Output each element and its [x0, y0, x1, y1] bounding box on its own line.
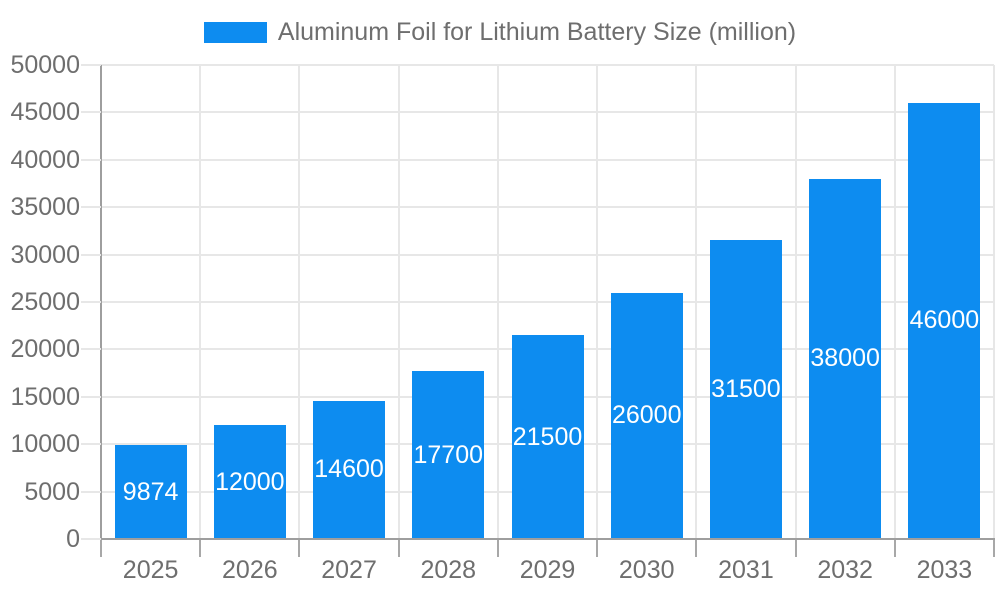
gridline-vertical: [397, 65, 400, 539]
gridline-vertical: [496, 65, 499, 539]
x-axis-tick: [199, 540, 202, 557]
bar-value-label: 21500: [512, 422, 583, 451]
bar-value-label: 12000: [215, 467, 285, 496]
gridline-horizontal: [101, 158, 994, 161]
x-axis-label-2029: 2029: [519, 556, 576, 584]
y-axis-tick: [81, 111, 101, 114]
gridline-vertical: [893, 65, 896, 539]
bar-2030[interactable]: 26000: [610, 292, 683, 539]
x-axis-line: [100, 538, 995, 540]
gridline-vertical: [199, 65, 202, 539]
bar-2031[interactable]: 31500: [709, 240, 782, 539]
x-axis-tick: [100, 540, 102, 557]
bar-value-label: 26000: [611, 401, 682, 430]
x-axis-tick: [596, 540, 599, 557]
x-axis-tick: [893, 540, 896, 557]
bar-2029[interactable]: 21500: [511, 335, 584, 539]
gridline-horizontal: [101, 206, 994, 209]
bar-value-label: 17700: [413, 440, 484, 469]
y-axis-label: 35000: [10, 193, 80, 222]
y-axis-label: 0: [66, 525, 80, 553]
bar-value-label: 46000: [909, 306, 980, 335]
x-axis-label-2030: 2030: [618, 556, 675, 584]
y-axis-tick: [81, 395, 101, 398]
y-axis-tick: [81, 301, 101, 303]
y-axis-label: 20000: [10, 335, 80, 364]
bar-value-label: 31500: [711, 375, 781, 404]
bar-value-label: 9874: [122, 477, 179, 506]
y-axis-label: 50000: [10, 51, 80, 79]
gridline-horizontal: [101, 301, 994, 303]
bar-2026[interactable]: 12000: [213, 425, 286, 539]
x-axis-label-2032: 2032: [817, 556, 873, 584]
gridline-vertical: [298, 65, 301, 539]
legend-swatch-icon: [203, 21, 267, 43]
y-axis-line: [100, 65, 102, 541]
x-axis-label-2027: 2027: [321, 556, 377, 584]
y-axis-label: 5000: [24, 477, 80, 506]
plot-area: 9874 12000 14600 17700 21500 26000 31500 38000 4…: [101, 64, 995, 539]
x-axis-label-2031: 2031: [718, 556, 774, 584]
legend: Aluminum Foil for Lithium Battery Size (…: [0, 17, 1000, 47]
y-axis-tick: [81, 490, 101, 493]
gridline-horizontal: [101, 111, 994, 114]
bar-2032[interactable]: 38000: [809, 178, 882, 539]
y-axis-tick: [81, 443, 101, 446]
gridline-vertical: [695, 65, 698, 539]
bar-value-label: 38000: [810, 344, 880, 373]
bar-2033[interactable]: 46000: [908, 102, 981, 539]
gridline-vertical: [794, 65, 797, 539]
x-axis-label-2026: 2026: [222, 556, 278, 584]
y-axis-label: 40000: [10, 145, 80, 174]
y-axis-label: 45000: [10, 98, 80, 127]
gridline-vertical: [596, 65, 599, 539]
bar-2025[interactable]: 9874: [114, 445, 187, 539]
legend-label: Aluminum Foil for Lithium Battery Size (…: [277, 17, 797, 46]
y-axis-tick: [81, 253, 101, 256]
y-axis-label: 25000: [10, 288, 80, 316]
bar-2028[interactable]: 17700: [412, 371, 485, 539]
y-axis-tick: [81, 158, 101, 161]
y-axis-label: 15000: [10, 382, 80, 411]
y-axis-tick: [81, 206, 101, 209]
x-axis-label-2033: 2033: [916, 556, 973, 584]
gridline-vertical: [993, 65, 995, 539]
x-axis-tick: [298, 540, 301, 557]
x-axis-tick: [397, 540, 400, 557]
x-axis-tick: [794, 540, 797, 557]
y-axis-label: 30000: [10, 240, 80, 269]
x-axis-tick: [496, 540, 499, 557]
bar-2027[interactable]: 14600: [313, 400, 386, 539]
x-axis-tick: [993, 540, 995, 557]
y-axis-tick: [81, 64, 101, 66]
y-axis-tick: [81, 538, 101, 540]
y-axis-tick: [81, 348, 101, 351]
x-axis-label-2025: 2025: [122, 556, 179, 584]
y-axis-label: 10000: [10, 430, 80, 459]
x-axis-tick: [695, 540, 698, 557]
bar-value-label: 14600: [314, 455, 384, 484]
legend-item[interactable]: Aluminum Foil for Lithium Battery Size (…: [203, 17, 797, 47]
gridline-horizontal: [101, 253, 994, 256]
x-axis-label-2028: 2028: [420, 556, 477, 584]
gridline-horizontal: [101, 64, 994, 66]
